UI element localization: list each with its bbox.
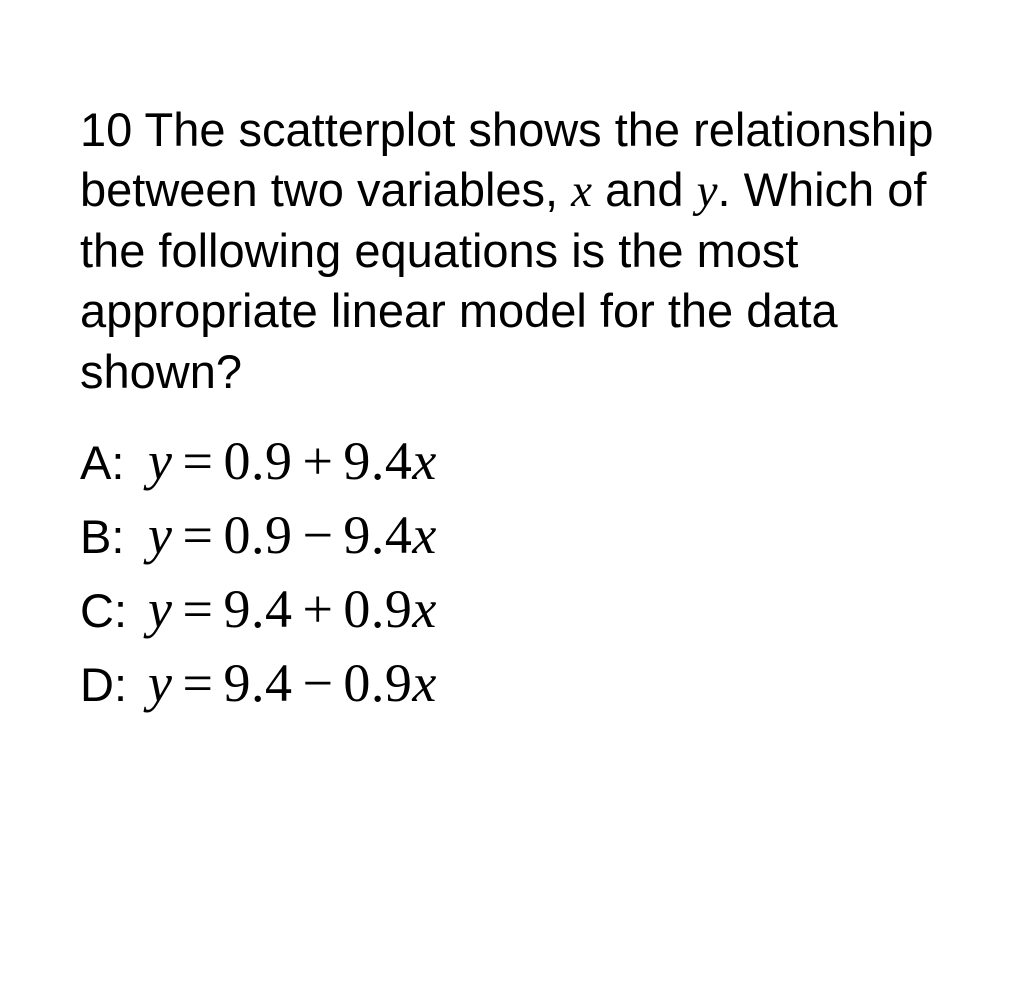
eq-operator: − [292, 653, 343, 713]
eq-rhs-var: x [412, 431, 436, 491]
question-stem: 10 The scatterplot shows the relationshi… [80, 100, 964, 402]
option-equation: y=9.4+0.9x [148, 578, 437, 640]
variable-x: x [571, 165, 592, 217]
eq-coef: 0.9 [343, 579, 412, 639]
eq-operator: − [292, 505, 343, 565]
eq-coef: 0.9 [343, 653, 412, 713]
option-equation: y=0.9+9.4x [148, 430, 437, 492]
eq-equals: = [172, 579, 223, 639]
eq-equals: = [172, 431, 223, 491]
option-a[interactable]: A: y=0.9+9.4x [80, 430, 964, 492]
eq-operator: + [292, 431, 343, 491]
eq-const: 0.9 [223, 431, 292, 491]
question-number: 10 [80, 103, 132, 156]
eq-coef: 9.4 [343, 431, 412, 491]
eq-rhs-var: x [412, 505, 436, 565]
option-equation: y=0.9−9.4x [148, 504, 437, 566]
eq-lhs-var: y [148, 653, 172, 713]
eq-const: 0.9 [223, 505, 292, 565]
eq-rhs-var: x [412, 653, 436, 713]
eq-equals: = [172, 653, 223, 713]
eq-const: 9.4 [223, 579, 292, 639]
option-letter: D: [80, 657, 136, 712]
eq-const: 9.4 [223, 653, 292, 713]
option-letter: A: [80, 435, 136, 490]
option-d[interactable]: D: y=9.4−0.9x [80, 652, 964, 714]
options-list: A: y=0.9+9.4x B: y=0.9−9.4x C: y=9.4+0.9… [80, 430, 964, 714]
option-letter: C: [80, 583, 136, 638]
eq-coef: 9.4 [343, 505, 412, 565]
eq-lhs-var: y [148, 579, 172, 639]
eq-lhs-var: y [148, 505, 172, 565]
stem-text-2: and [592, 163, 697, 216]
eq-rhs-var: x [412, 579, 436, 639]
eq-operator: + [292, 579, 343, 639]
option-b[interactable]: B: y=0.9−9.4x [80, 504, 964, 566]
option-letter: B: [80, 509, 136, 564]
question-page: 10 The scatterplot shows the relationshi… [0, 0, 1024, 774]
option-equation: y=9.4−0.9x [148, 652, 437, 714]
eq-lhs-var: y [148, 431, 172, 491]
eq-equals: = [172, 505, 223, 565]
variable-y: y [697, 165, 718, 217]
option-c[interactable]: C: y=9.4+0.9x [80, 578, 964, 640]
